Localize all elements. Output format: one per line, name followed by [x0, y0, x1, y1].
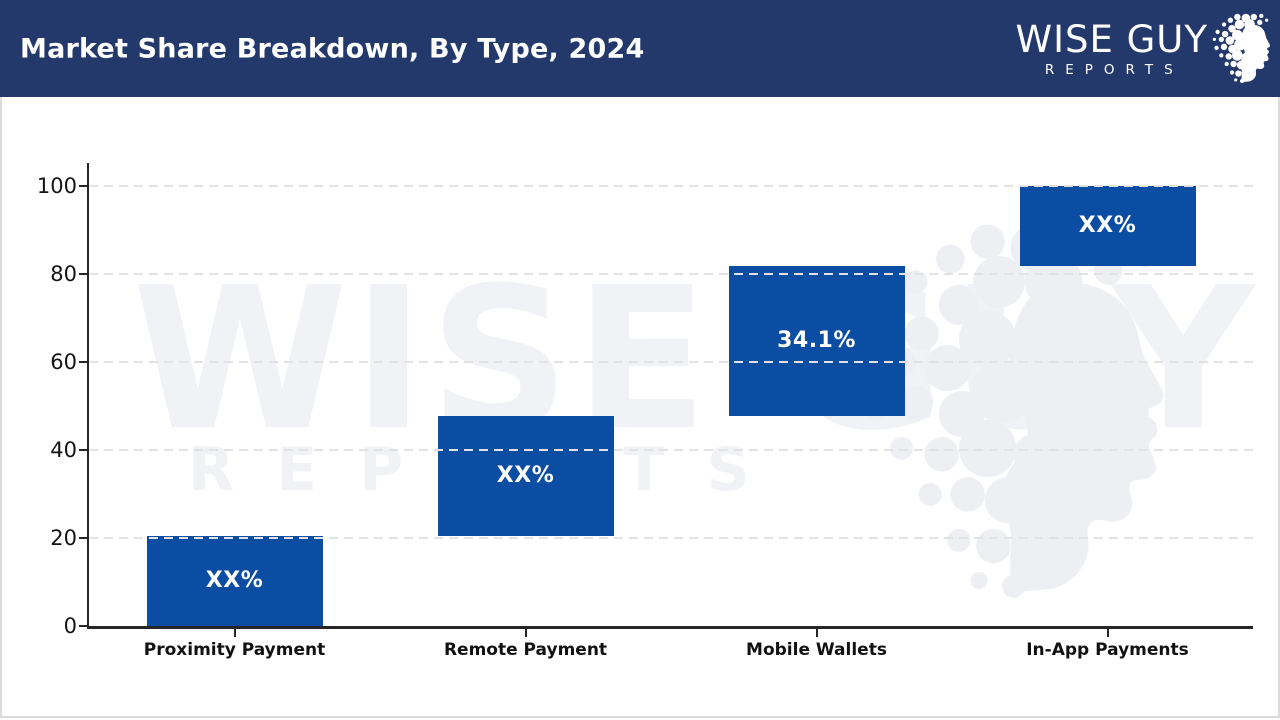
bar-remote-payment [437, 415, 614, 536]
frame-left-line [0, 97, 2, 718]
bar-label-mobile-wallets: 34.1% [777, 328, 856, 354]
x-tick-remote-payment [524, 629, 527, 637]
brand-logo: WISE GUY REPORTS [1016, 4, 1272, 94]
bar-label-proximity-payment: XX% [205, 568, 264, 594]
gridline-20 [89, 537, 1253, 539]
gridline-80 [89, 273, 1253, 275]
y-tick-40 [79, 449, 87, 451]
gridline-100 [89, 185, 1253, 187]
x-tick-proximity-payment [233, 629, 236, 637]
frame-right-line [1278, 97, 1280, 718]
x-tick-label-mobile-wallets: Mobile Wallets [746, 640, 887, 660]
y-tick-label-60: 60 [50, 350, 77, 374]
header: Market Share Breakdown, By Type, 2024 WI… [0, 0, 1280, 97]
y-tick-80 [79, 273, 87, 275]
y-tick-0 [79, 625, 87, 627]
x-tick-label-in-app-payments: In-App Payments [1026, 640, 1189, 660]
bar-label-in-app-payments: XX% [1078, 213, 1137, 239]
bar-proximity-payment [146, 535, 323, 626]
page-title: Market Share Breakdown, By Type, 2024 [20, 33, 645, 64]
gridline-60 [89, 361, 1253, 363]
y-tick-label-0: 0 [63, 614, 77, 638]
x-tick-mobile-wallets [815, 629, 818, 637]
y-tick-label-100: 100 [36, 174, 77, 198]
y-tick-60 [79, 361, 87, 363]
brand-subname: REPORTS [1044, 61, 1184, 78]
frame-bottom-line [0, 716, 1280, 718]
y-axis-line [87, 163, 89, 629]
y-tick-label-80: 80 [50, 262, 77, 286]
x-tick-label-remote-payment: Remote Payment [443, 640, 608, 660]
y-tick-20 [79, 537, 87, 539]
x-tick-label-proximity-payment: Proximity Payment [143, 640, 326, 660]
x-axis-line [87, 626, 1253, 629]
brand-logo-text: WISE GUY REPORTS [1016, 21, 1208, 78]
wiseguy-face-icon [1208, 7, 1272, 91]
y-tick-100 [79, 185, 87, 187]
brand-name: WISE GUY [1015, 17, 1208, 61]
gridline-40 [89, 449, 1253, 451]
x-tick-in-app-payments [1106, 629, 1109, 637]
bar-label-remote-payment: XX% [496, 463, 555, 489]
y-tick-label-40: 40 [50, 438, 77, 462]
y-tick-label-20: 20 [50, 526, 77, 550]
